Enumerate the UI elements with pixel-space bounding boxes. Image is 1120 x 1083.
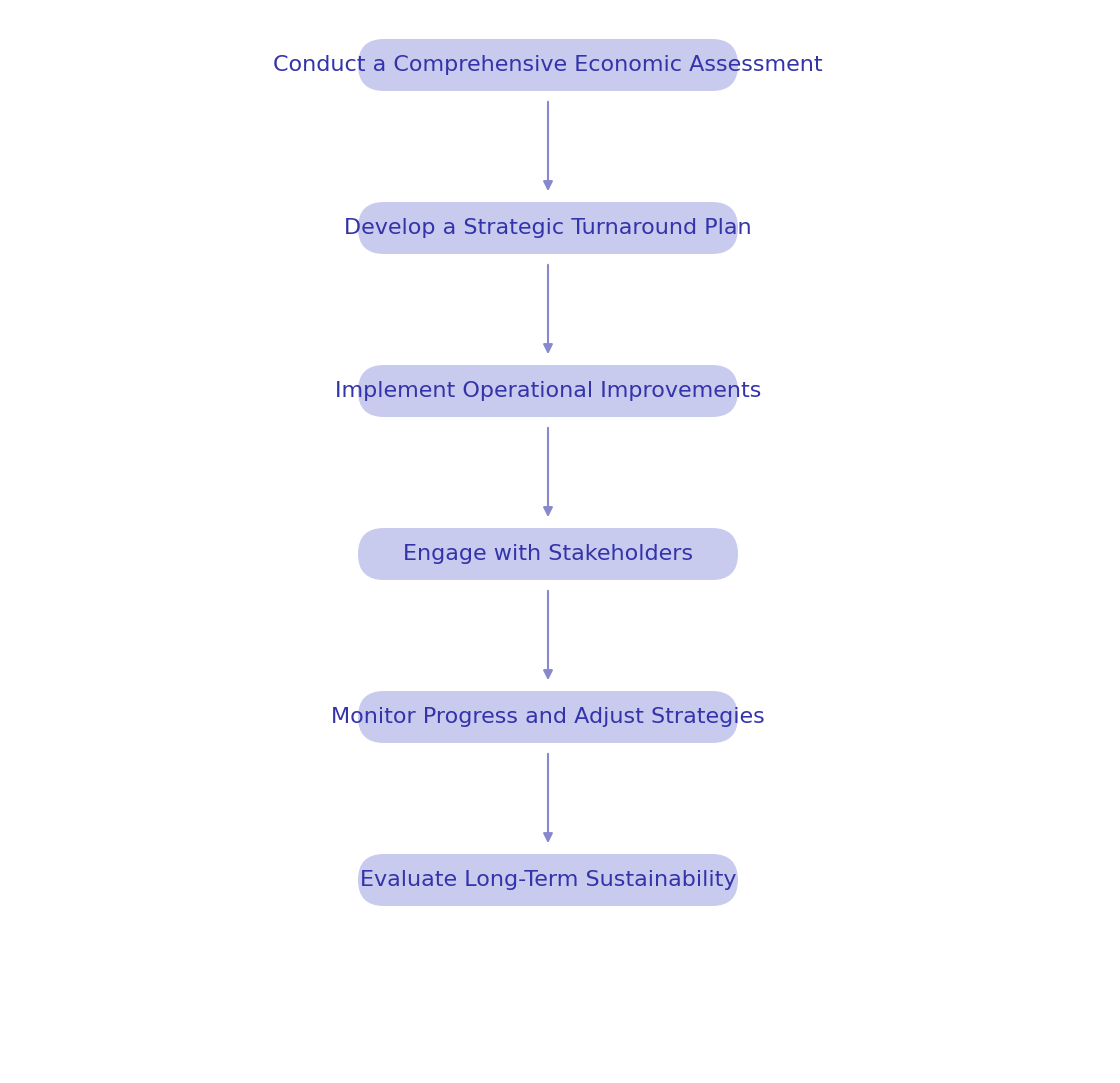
Text: Conduct a Comprehensive Economic Assessment: Conduct a Comprehensive Economic Assessm… [273, 55, 823, 75]
Text: Implement Operational Improvements: Implement Operational Improvements [335, 381, 762, 401]
FancyBboxPatch shape [358, 691, 738, 743]
Text: Engage with Stakeholders: Engage with Stakeholders [403, 544, 693, 564]
FancyBboxPatch shape [358, 39, 738, 91]
Text: Evaluate Long-Term Sustainability: Evaluate Long-Term Sustainability [360, 870, 736, 890]
Text: Monitor Progress and Adjust Strategies: Monitor Progress and Adjust Strategies [332, 707, 765, 727]
Text: Develop a Strategic Turnaround Plan: Develop a Strategic Turnaround Plan [344, 218, 752, 238]
FancyBboxPatch shape [358, 365, 738, 417]
FancyBboxPatch shape [358, 854, 738, 906]
FancyBboxPatch shape [358, 203, 738, 255]
FancyBboxPatch shape [358, 529, 738, 580]
